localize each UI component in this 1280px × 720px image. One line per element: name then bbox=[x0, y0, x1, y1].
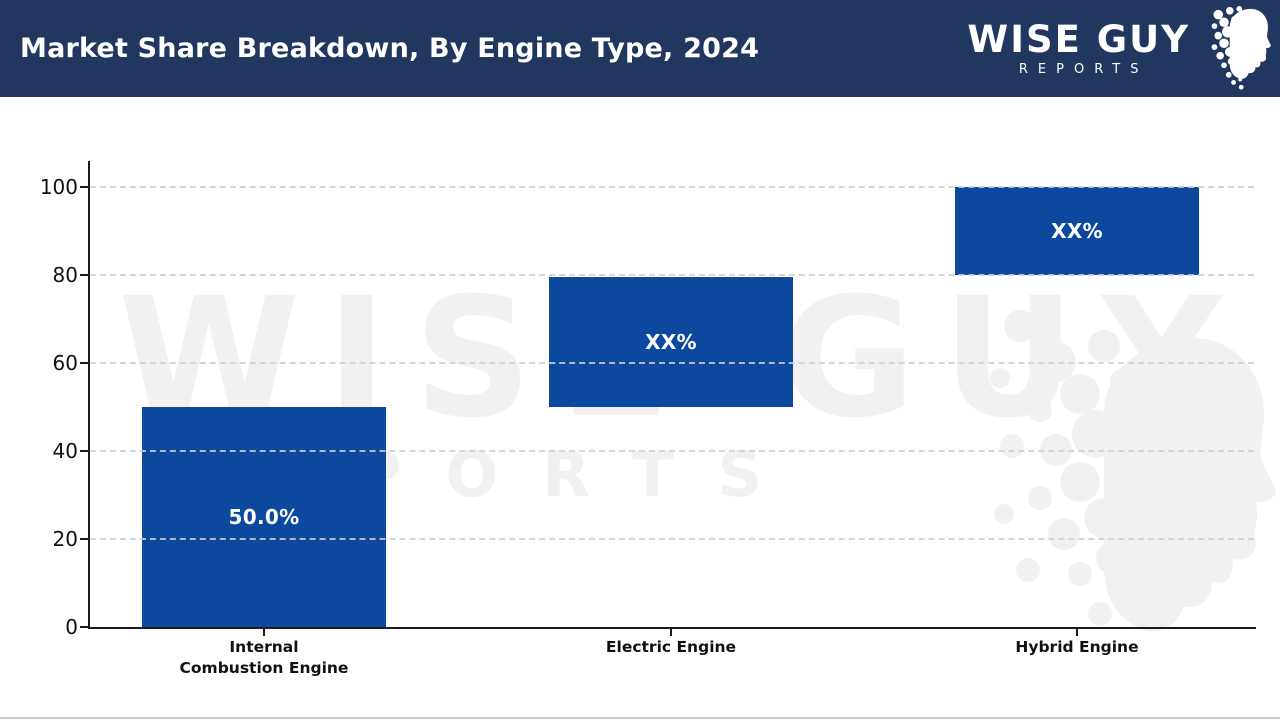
gridline-40 bbox=[90, 450, 1254, 452]
gridline-20 bbox=[90, 538, 1254, 540]
x-axis-spine bbox=[88, 627, 1256, 629]
y-axis-label-40: 40 bbox=[52, 439, 78, 463]
x-label-line: Combustion Engine bbox=[179, 659, 349, 677]
header-bar: Market Share Breakdown, By Engine Type, … bbox=[0, 0, 1280, 97]
y-axis-label-60: 60 bbox=[52, 351, 78, 375]
y-tickmark-20 bbox=[80, 538, 88, 540]
wiseguy-logo: WISE GUY REPORTS bbox=[967, 6, 1272, 92]
y-axis-spine bbox=[88, 161, 90, 629]
x-tickmark-hybrid bbox=[1076, 629, 1078, 636]
watermark-head-icon bbox=[990, 310, 1276, 632]
gridline-60 bbox=[90, 362, 1254, 364]
y-tickmark-40 bbox=[80, 450, 88, 452]
y-axis-label-100: 100 bbox=[39, 175, 78, 199]
bar-electric-engine: XX% bbox=[549, 277, 793, 407]
gridline-80 bbox=[90, 274, 1254, 276]
x-axis-label-hybrid: Hybrid Engine bbox=[927, 637, 1227, 658]
bar-internal-combustion-engine: 50.0% bbox=[142, 407, 386, 627]
bar-value-label: 50.0% bbox=[228, 505, 300, 529]
y-tickmark-60 bbox=[80, 362, 88, 364]
chart-plot-area: WISE GUY REPORTS 100 bbox=[0, 97, 1280, 718]
logo-subtext: REPORTS bbox=[1018, 61, 1149, 77]
y-tickmark-100 bbox=[80, 186, 88, 188]
x-label-line: Electric Engine bbox=[605, 638, 737, 656]
bar-value-label: XX% bbox=[1051, 219, 1103, 243]
bar-value-label: XX% bbox=[645, 330, 697, 354]
logo-wordmark: WISE GUY bbox=[967, 18, 1190, 62]
wiseguy-logo-text: WISE GUY REPORTS bbox=[967, 18, 1190, 77]
y-axis-label-0: 0 bbox=[65, 615, 78, 639]
dotted-head-profile-icon bbox=[1211, 6, 1271, 90]
x-label-line: Internal bbox=[229, 638, 299, 656]
x-tickmark-internal-combustion bbox=[263, 629, 265, 636]
x-label-line: Hybrid Engine bbox=[1015, 638, 1139, 656]
gridline-100 bbox=[90, 186, 1254, 188]
y-axis-label-80: 80 bbox=[52, 263, 78, 287]
bar-hybrid-engine: XX% bbox=[955, 187, 1199, 275]
x-axis-label-electric: Electric Engine bbox=[521, 637, 821, 658]
y-tickmark-0 bbox=[80, 626, 88, 628]
y-tickmark-80 bbox=[80, 274, 88, 276]
bottom-border-line bbox=[0, 717, 1280, 719]
chart-title: Market Share Breakdown, By Engine Type, … bbox=[20, 33, 760, 64]
x-tickmark-electric bbox=[670, 629, 672, 636]
x-axis-label-internal-combustion: Internal Combustion Engine bbox=[114, 637, 414, 679]
y-axis-label-20: 20 bbox=[52, 527, 78, 551]
